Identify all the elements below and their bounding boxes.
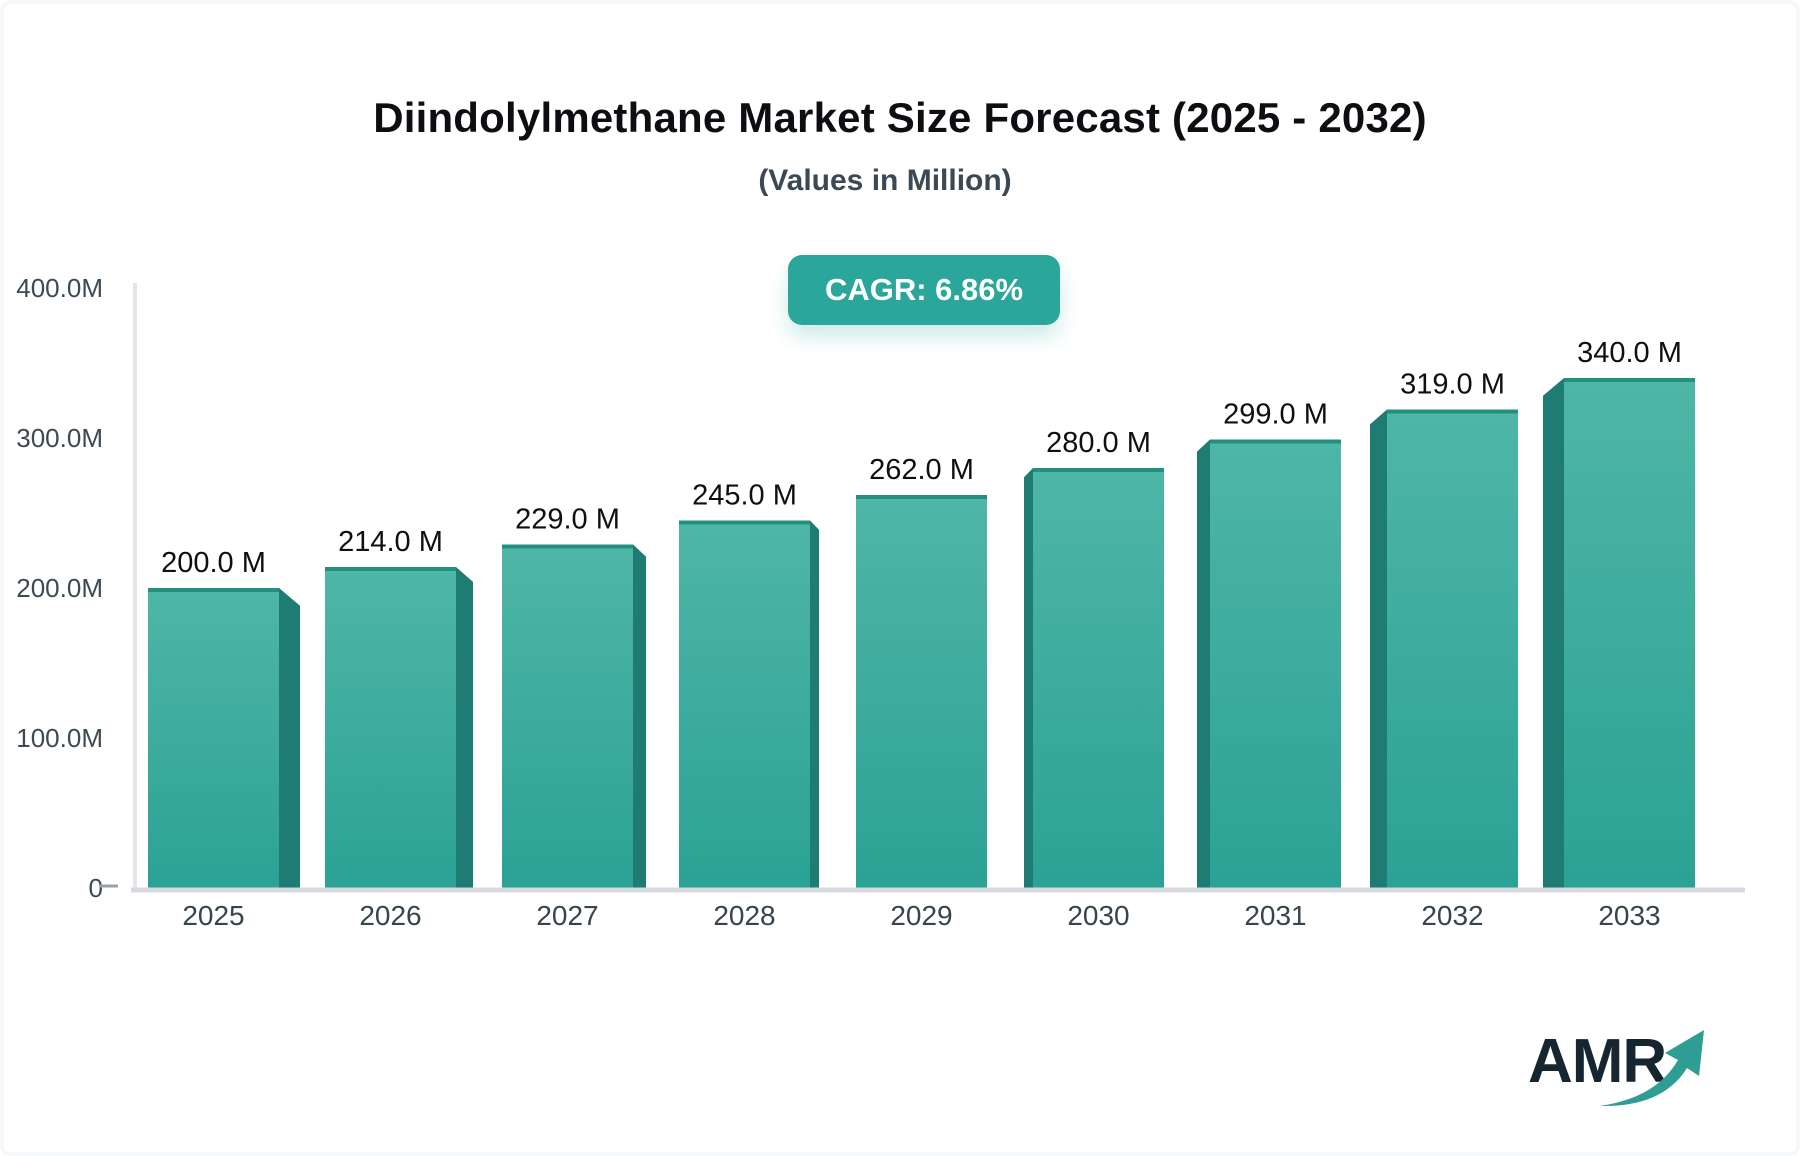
- bar-front-face: [1387, 409, 1518, 888]
- bar-top-edge: [1387, 409, 1518, 414]
- bar-top-edge: [148, 588, 279, 592]
- y-tick-label: 100.0M: [16, 723, 103, 753]
- amr-logo-text: AMR: [1528, 1027, 1667, 1096]
- x-tick-label: 2030: [1067, 900, 1129, 931]
- bar-2027: 229.0 M 2027: [502, 504, 646, 931]
- bar-2028: 245.0 M 2028: [679, 480, 819, 931]
- x-tick-label: 2025: [182, 900, 244, 931]
- x-tick-label: 2026: [359, 900, 421, 931]
- bar-front-face: [679, 520, 810, 888]
- bar-side-face: [456, 567, 473, 888]
- x-tick-label: 2031: [1244, 900, 1306, 931]
- bar-front-face: [1033, 468, 1164, 888]
- cagr-badge-label: CAGR: 6.86%: [824, 272, 1024, 307]
- bar-top-edge: [856, 495, 987, 499]
- y-tick-label: 0: [89, 873, 103, 903]
- bar-value-label: 299.0 M: [1223, 399, 1328, 431]
- bar-side-face: [1024, 468, 1033, 888]
- bar-top-edge: [1564, 378, 1695, 382]
- x-tick-label: 2029: [890, 900, 952, 931]
- bar-value-label: 280.0 M: [1046, 427, 1151, 459]
- bar-front-face: [148, 588, 279, 888]
- bar-front-face: [1210, 439, 1341, 888]
- bar-side-face: [279, 588, 300, 888]
- bar-2033: 340.0 M 2033: [1543, 337, 1695, 931]
- bar-side-face: [633, 544, 646, 888]
- x-tick-label: 2028: [713, 900, 775, 931]
- bar-value-label: 319.0 M: [1400, 369, 1505, 401]
- bar-top-edge: [1210, 439, 1341, 444]
- growth-arrow-icon: [1600, 1030, 1704, 1107]
- bar-value-label: 262.0 M: [869, 454, 974, 486]
- bar-value-label: 229.0 M: [515, 504, 620, 536]
- bar-2032: 319.0 M 2032: [1370, 369, 1518, 931]
- bar-side-face: [810, 520, 819, 888]
- bar-2031: 299.0 M 2031: [1197, 399, 1341, 931]
- bar-side-face: [1543, 378, 1564, 888]
- bar-front-face: [502, 544, 633, 888]
- amr-logo: AMR: [1528, 1018, 1728, 1128]
- chart-subtitle: (Values in Million): [758, 164, 1012, 197]
- x-tick-label: 2027: [536, 900, 598, 931]
- bar-front-face: [856, 495, 987, 888]
- bar-top-edge: [502, 544, 633, 549]
- bar-top-edge: [1033, 468, 1164, 472]
- bar-value-label: 200.0 M: [161, 547, 266, 579]
- bar-top-edge: [325, 567, 456, 571]
- bar-side-face: [1370, 409, 1387, 888]
- x-tick-label: 2032: [1421, 900, 1483, 931]
- bar-value-label: 245.0 M: [692, 480, 797, 512]
- bar-front-face: [1564, 378, 1695, 888]
- bar-side-face: [1197, 439, 1210, 888]
- bar-value-label: 214.0 M: [338, 526, 443, 558]
- y-tick-label: 400.0M: [16, 273, 103, 303]
- bar-2030: 280.0 M 2030: [1024, 427, 1164, 931]
- chart-title: Diindolylmethane Market Size Forecast (2…: [373, 94, 1427, 141]
- y-tick-label: 300.0M: [16, 423, 103, 453]
- bar-2029: 262.0 M 2029: [856, 454, 987, 931]
- bar-value-label: 340.0 M: [1577, 337, 1682, 369]
- bar-2025: 200.0 M 2025: [148, 547, 300, 931]
- y-tick-label: 200.0M: [16, 573, 103, 603]
- cagr-badge: CAGR: 6.86%: [788, 255, 1060, 325]
- bar-top-edge: [679, 520, 810, 525]
- x-tick-label: 2033: [1598, 900, 1660, 931]
- bar-2026: 214.0 M 2026: [325, 526, 473, 931]
- bar-front-face: [325, 567, 456, 888]
